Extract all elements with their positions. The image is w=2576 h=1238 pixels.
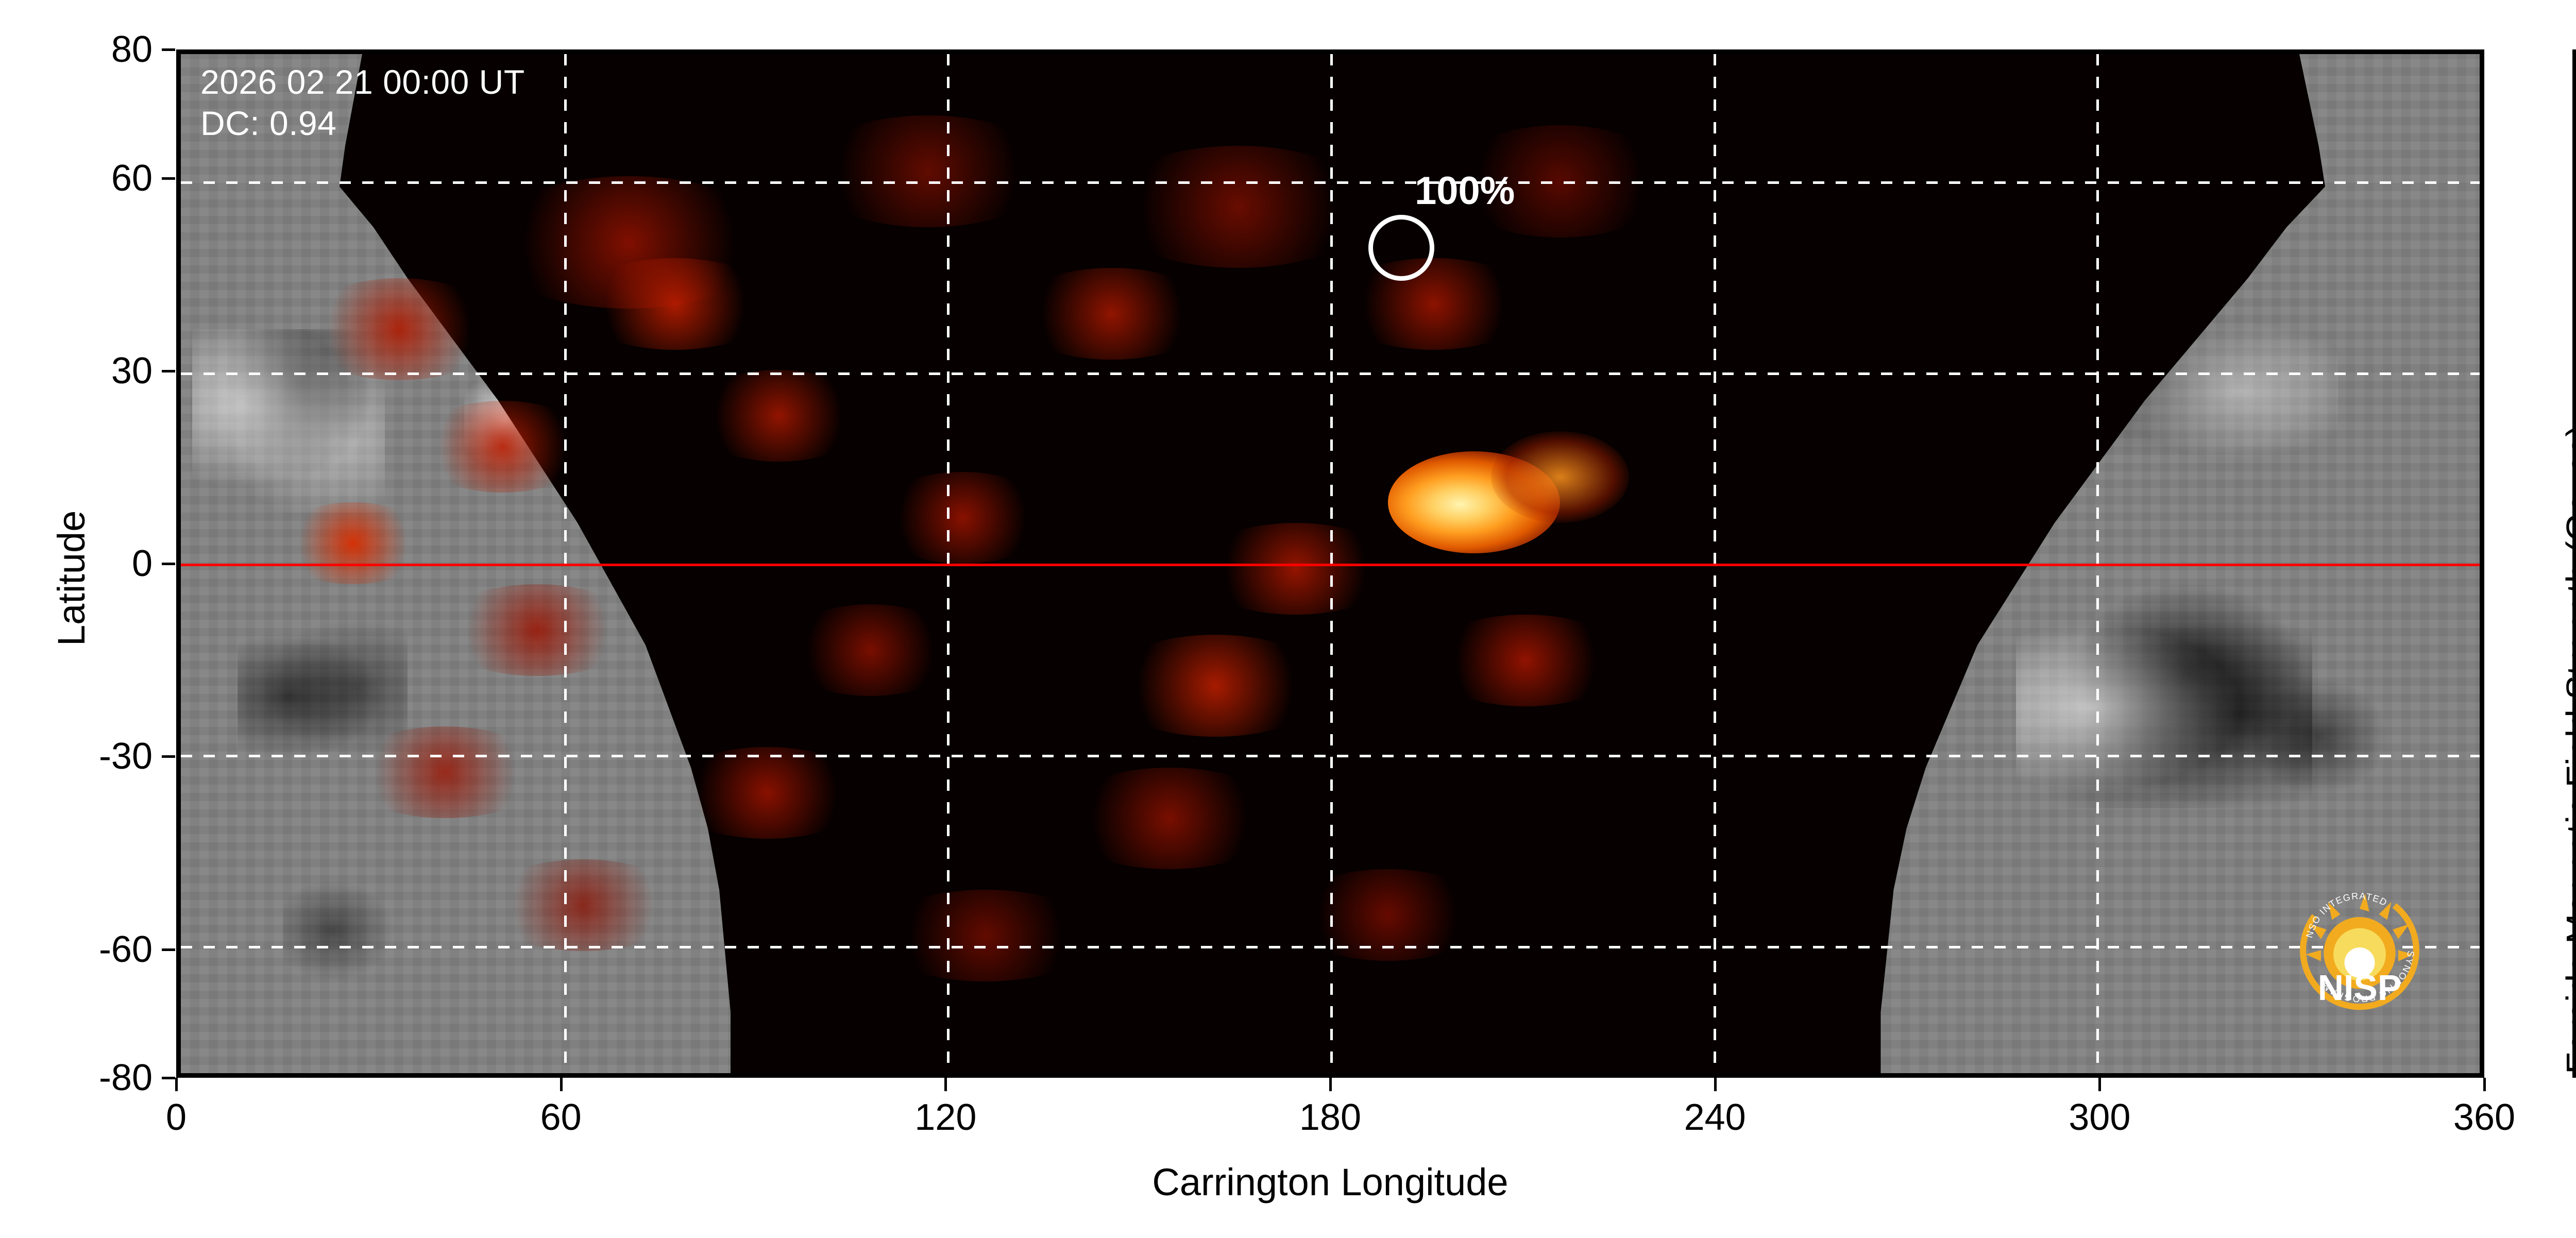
x-tick xyxy=(560,1078,563,1091)
x-tick-label: 60 xyxy=(540,1097,582,1138)
y-tick xyxy=(162,1077,175,1079)
y-tick-label: -30 xyxy=(98,736,152,777)
x-tick-label: 360 xyxy=(2453,1097,2516,1138)
colorbar-farside-title: Farside Magnetic Field Strength (Gauss) xyxy=(2559,425,2576,1074)
active-region-percent-label: 100% xyxy=(1415,169,1515,213)
y-tick xyxy=(162,369,175,372)
x-tick-label: 180 xyxy=(1299,1097,1362,1138)
y-tick xyxy=(162,48,175,51)
x-tick xyxy=(1714,1078,1717,1091)
y-tick xyxy=(162,755,175,758)
nisp-acronym: NISP xyxy=(2318,968,2402,1008)
x-tick xyxy=(944,1078,947,1091)
x-axis-title: Carrington Longitude xyxy=(1152,1161,1509,1203)
y-tick xyxy=(162,563,175,565)
x-tick-label: 0 xyxy=(165,1097,187,1138)
active-region-marker-circle xyxy=(1368,215,1434,281)
y-tick-label: 0 xyxy=(131,543,152,584)
colorbar-farside-gradient xyxy=(2572,49,2576,1078)
x-tick-label: 300 xyxy=(2069,1097,2131,1138)
x-tick xyxy=(1329,1078,1332,1091)
y-axis-title: Latitude xyxy=(50,510,93,646)
y-tick xyxy=(162,177,175,180)
y-tick-label: -80 xyxy=(98,1057,152,1098)
y-tick xyxy=(162,948,175,951)
x-tick-label: 240 xyxy=(1684,1097,1746,1138)
x-tick xyxy=(2483,1078,2486,1091)
y-tick-label: 80 xyxy=(111,29,152,70)
x-tick xyxy=(2098,1078,2102,1091)
x-tick xyxy=(175,1078,178,1091)
x-tick-label: 120 xyxy=(914,1097,977,1138)
y-tick-label: 60 xyxy=(111,157,152,199)
duty-cycle-annotation: DC: 0.94 xyxy=(200,104,337,142)
y-tick-label: -60 xyxy=(98,928,152,970)
timestamp-annotation: 2026 02 21 00:00 UT xyxy=(200,63,525,101)
nisp-logo: NISP NSO INTEGRATED SYNOPTIC PROGRAM xyxy=(2291,878,2429,1016)
synoptic-map-plot: 2026 02 21 00:00 UT DC: 0.94 100% xyxy=(176,49,2484,1078)
y-tick-label: 30 xyxy=(111,350,152,392)
